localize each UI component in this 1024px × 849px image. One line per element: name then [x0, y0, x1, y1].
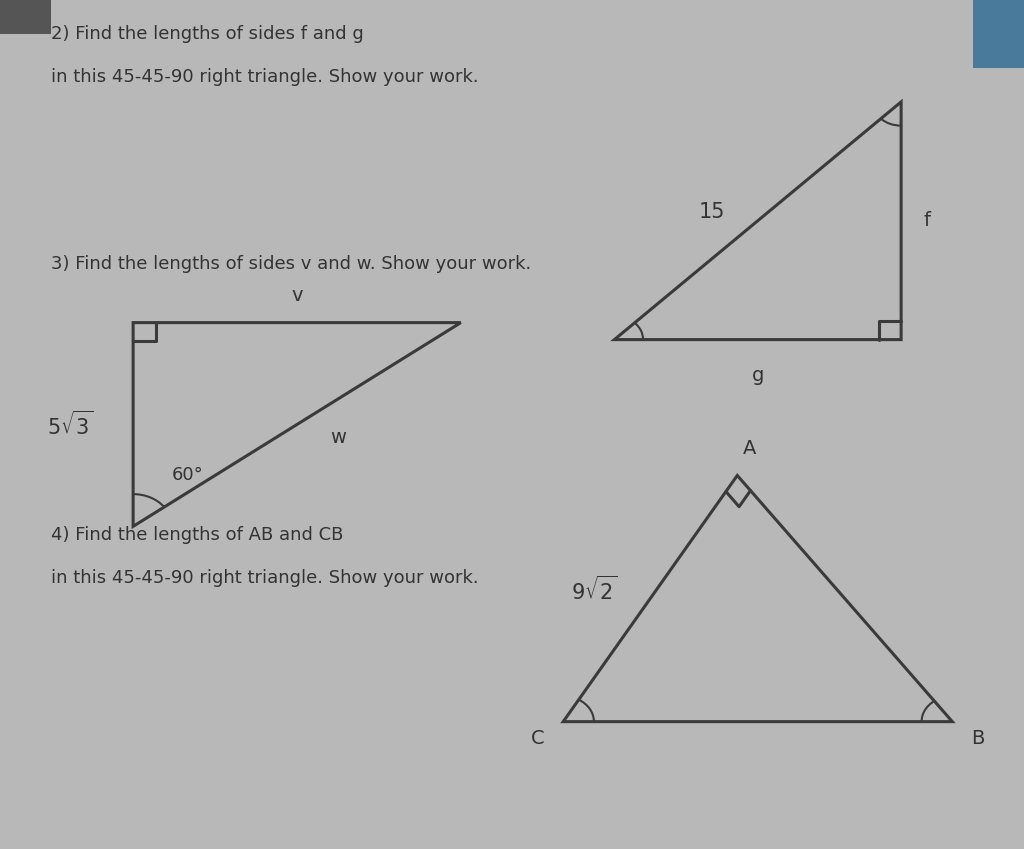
Text: B: B [971, 729, 985, 748]
Text: C: C [530, 729, 545, 748]
Text: $9\sqrt{2}$: $9\sqrt{2}$ [570, 576, 617, 604]
Text: 3) Find the lengths of sides v and w. Show your work.: 3) Find the lengths of sides v and w. Sh… [51, 255, 531, 273]
Text: w: w [330, 428, 346, 447]
Text: v: v [291, 286, 303, 305]
Text: 2) Find the lengths of sides f and g: 2) Find the lengths of sides f and g [51, 25, 364, 43]
Text: 60°: 60° [172, 466, 204, 485]
Text: in this 45-45-90 right triangle. Show your work.: in this 45-45-90 right triangle. Show yo… [51, 569, 479, 587]
Text: 4) Find the lengths of AB and CB: 4) Find the lengths of AB and CB [51, 526, 344, 544]
Text: A: A [742, 439, 757, 458]
Text: $5\sqrt{3}$: $5\sqrt{3}$ [46, 410, 93, 439]
Text: 15: 15 [698, 202, 725, 222]
Text: in this 45-45-90 right triangle. Show your work.: in this 45-45-90 right triangle. Show yo… [51, 68, 479, 86]
Text: g: g [752, 366, 764, 385]
Text: f: f [924, 211, 930, 230]
